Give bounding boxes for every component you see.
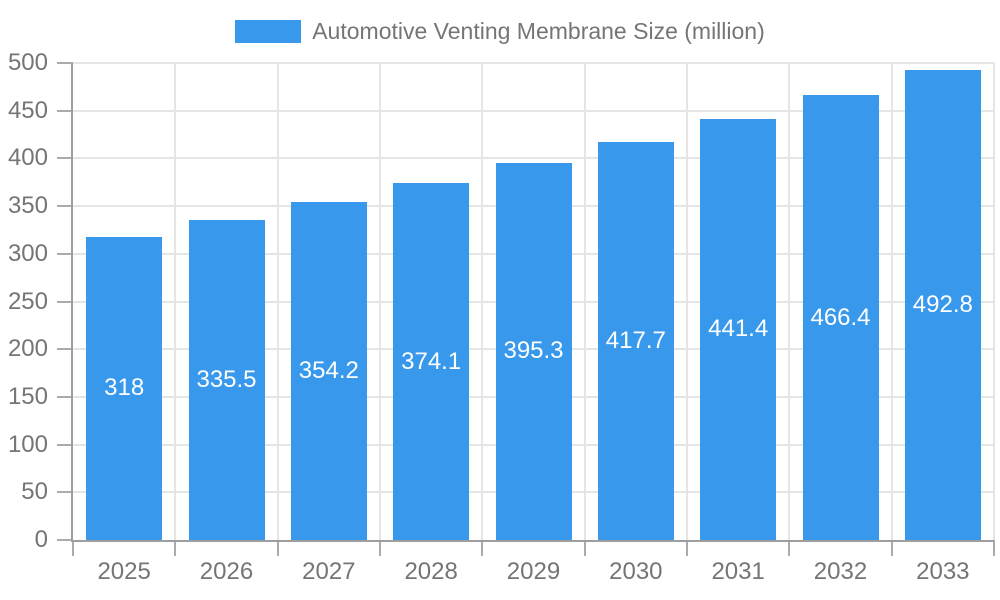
- bar-2026: [188, 219, 265, 540]
- x-axis-tick-label: 2030: [609, 558, 663, 585]
- y-axis-tick-label: 500: [7, 49, 48, 76]
- y-gridline: [73, 157, 994, 160]
- bar-value-label: 395.3: [503, 337, 564, 365]
- bar-value-label: 374.1: [401, 347, 462, 375]
- y-axis-tick-label: 50: [21, 478, 48, 506]
- x-gridline: [174, 63, 177, 540]
- x-axis-tick: [276, 540, 279, 556]
- y-axis-tick-label: 300: [7, 239, 48, 267]
- y-axis-tick-label: 250: [7, 287, 48, 315]
- y-axis-tick-label: 200: [7, 335, 48, 363]
- x-axis-tick-label: 2027: [302, 558, 356, 585]
- x-axis-tick-label: 2028: [404, 558, 458, 585]
- x-gridline: [993, 63, 995, 540]
- bar-value-label: 354.2: [298, 357, 359, 385]
- y-axis-tick: [57, 348, 73, 351]
- x-gridline: [583, 63, 586, 540]
- y-axis-tick: [57, 205, 73, 208]
- bar-value-label: 417.7: [605, 326, 666, 354]
- x-gridline: [276, 63, 279, 540]
- bar-2027: [290, 202, 367, 540]
- x-gridline: [788, 63, 791, 540]
- x-axis-tick: [174, 540, 177, 556]
- legend-item[interactable]: Automotive Venting Membrane Size (millio…: [0, 16, 1000, 46]
- bar-value-label: 441.4: [708, 315, 769, 343]
- bar-2028: [393, 183, 470, 540]
- y-axis-tick: [57, 443, 73, 446]
- y-axis-tick: [57, 491, 73, 494]
- x-axis-tick-label: 2029: [506, 558, 561, 585]
- x-axis-tick-label: 2033: [916, 558, 970, 585]
- y-axis-tick: [57, 62, 73, 64]
- bar-value-label: 335.5: [196, 365, 257, 393]
- bar-2030: [597, 141, 674, 540]
- x-axis-tick-label: 2026: [199, 558, 254, 585]
- x-axis-tick: [890, 540, 893, 556]
- bar-2025: [86, 236, 163, 540]
- x-axis-tick: [993, 540, 995, 556]
- legend-label: Automotive Venting Membrane Size (millio…: [312, 17, 765, 44]
- x-axis-tick: [481, 540, 484, 556]
- x-axis-tick: [72, 540, 74, 556]
- bar-value-label: 466.4: [810, 303, 871, 331]
- y-axis-tick-label: 450: [7, 96, 48, 124]
- y-axis-tick-label: 150: [7, 382, 48, 410]
- y-axis-tick: [57, 157, 73, 160]
- y-gridline: [73, 109, 994, 112]
- x-gridline: [379, 63, 381, 540]
- y-axis-tick: [57, 395, 73, 398]
- x-axis-tick: [379, 540, 381, 556]
- x-axis-tick: [788, 540, 791, 556]
- y-axis-tick: [57, 252, 73, 255]
- y-axis-tick-label: 0: [34, 526, 48, 553]
- bar-2032: [802, 95, 879, 540]
- x-axis-tick: [583, 540, 586, 556]
- y-axis-tick-label: 350: [7, 192, 48, 220]
- bar-2033: [904, 69, 981, 540]
- x-axis-tick-label: 2031: [711, 558, 765, 585]
- bar-2031: [700, 118, 777, 540]
- x-gridline: [890, 63, 893, 540]
- x-gridline: [481, 63, 484, 540]
- y-axis-tick-label: 400: [7, 144, 48, 172]
- x-axis-tick: [686, 540, 688, 556]
- x-axis-tick-label: 2025: [97, 558, 151, 585]
- x-gridline: [686, 63, 688, 540]
- y-axis-tick-label: 100: [7, 430, 48, 458]
- y-axis-line: [71, 63, 73, 540]
- bar-value-label: 492.8: [912, 290, 973, 318]
- bar-value-label: 318: [104, 374, 145, 402]
- x-axis-tick-label: 2032: [813, 558, 868, 585]
- y-gridline: [73, 62, 994, 64]
- y-axis-tick: [57, 109, 73, 112]
- y-axis-tick: [57, 300, 73, 303]
- y-axis-tick: [57, 539, 73, 541]
- bar-2029: [495, 162, 572, 540]
- legend-swatch: [235, 19, 302, 43]
- x-axis-line: [71, 540, 994, 542]
